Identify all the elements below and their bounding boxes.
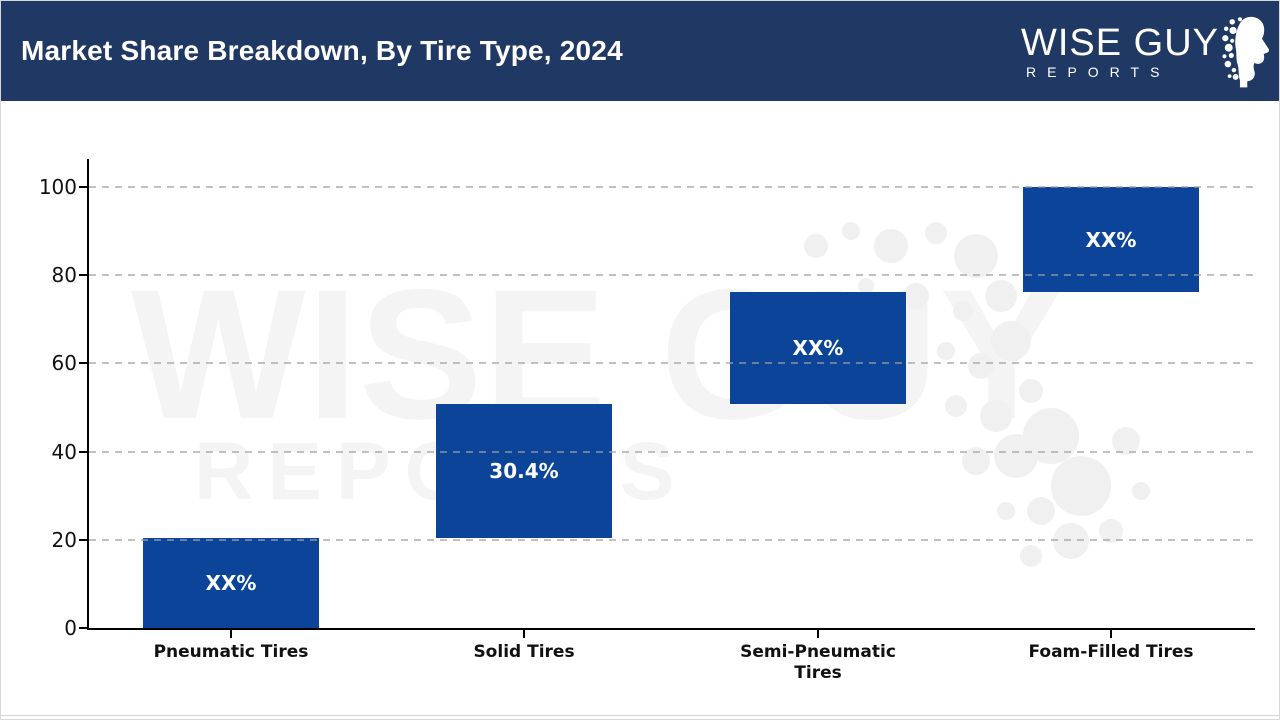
y-tick-mark [79, 627, 88, 629]
bar-value-label: 30.4% [489, 459, 559, 483]
bar [436, 403, 612, 539]
y-tick-mark [79, 538, 88, 541]
y-axis-label: 80 [51, 263, 77, 288]
x-tick-mark [1110, 630, 1112, 638]
logo-subtext: REPORTS [1026, 64, 1171, 81]
bar [143, 538, 319, 628]
gridline [89, 274, 1254, 277]
y-tick-mark [79, 186, 88, 188]
dotted-face-profile-icon [1222, 16, 1270, 88]
x-axis-label: Foam-Filled Tires [1028, 642, 1194, 662]
gridline [89, 538, 1254, 541]
x-axis-line [87, 628, 1255, 630]
bar-value-label: XX% [1085, 227, 1137, 252]
wiseguy-logo: WISE GUY REPORTS [1021, 8, 1271, 96]
gridline [89, 450, 1254, 453]
x-axis-label: Solid Tires [473, 642, 575, 662]
bottom-divider [1, 715, 1279, 716]
header-bar: Market Share Breakdown, By Tire Type, 20… [1, 1, 1279, 101]
y-tick-mark [79, 274, 88, 277]
x-axis-label: Semi-Pneumatic Tires [740, 642, 896, 684]
y-axis-label: 20 [51, 527, 77, 552]
y-axis-label: 100 [38, 175, 77, 199]
y-axis-label: 40 [51, 439, 77, 464]
x-tick-mark [817, 630, 819, 638]
y-axis-line [87, 159, 89, 630]
y-axis-label: 0 [64, 616, 77, 640]
x-tick-mark [230, 630, 232, 638]
y-tick-mark [79, 362, 88, 365]
y-axis-label: 60 [51, 351, 77, 376]
x-axis-label: Pneumatic Tires [153, 642, 309, 662]
page-title: Market Share Breakdown, By Tire Type, 20… [21, 35, 623, 66]
bar [730, 292, 906, 404]
logo-wordmark: WISE GUY [1021, 21, 1220, 64]
gridline [89, 362, 1254, 365]
watermark-face-dots-icon [804, 222, 1150, 567]
bar-value-label: XX% [205, 571, 257, 596]
bar-value-label: XX% [792, 336, 844, 361]
x-tick-mark [523, 630, 525, 638]
gridline [89, 186, 1254, 188]
y-tick-mark [79, 450, 88, 453]
logo-text: WISE GUY REPORTS [1021, 21, 1220, 81]
